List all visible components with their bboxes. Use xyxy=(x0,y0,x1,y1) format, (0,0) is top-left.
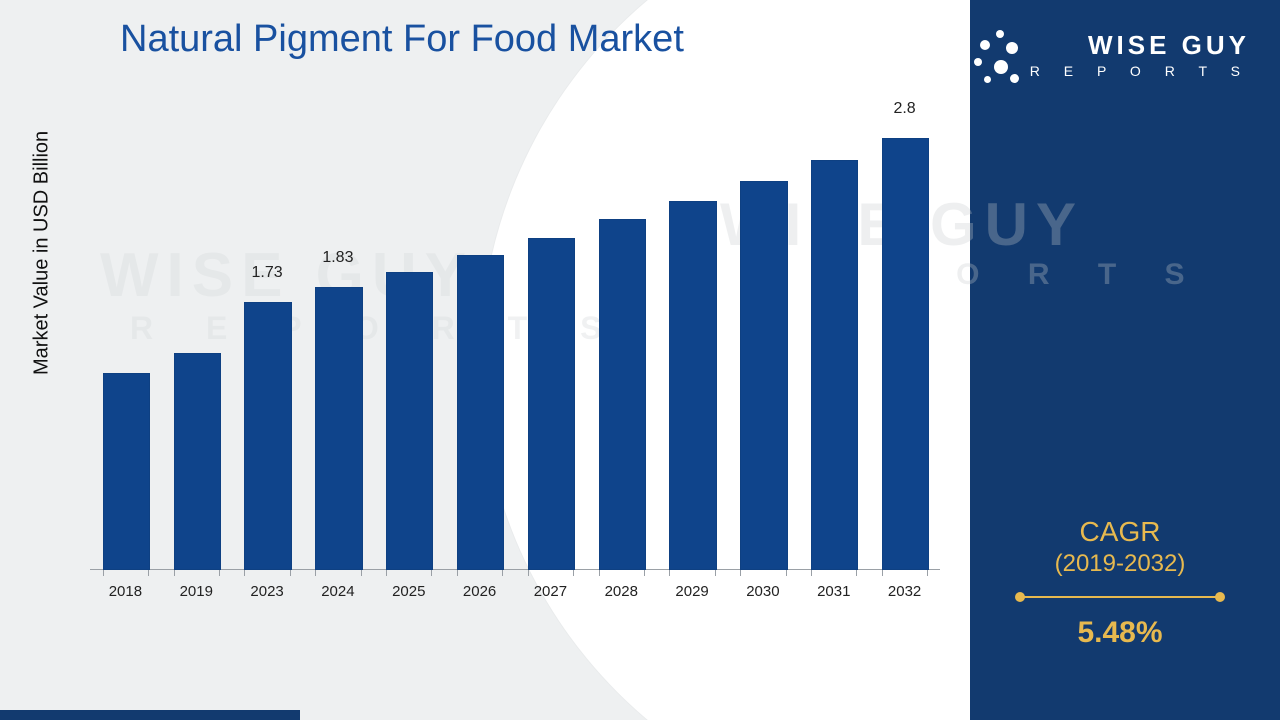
brand-logo-line1: WISE GUY xyxy=(1030,30,1250,61)
bar xyxy=(457,255,504,570)
market-value-chart: Market Value in USD Billion 201820192023… xyxy=(60,140,940,610)
y-axis-label: Market Value in USD Billion xyxy=(31,131,54,375)
x-tick-label: 2030 xyxy=(746,583,779,600)
bar xyxy=(244,302,291,570)
bar xyxy=(528,238,575,570)
x-tick-label: 2027 xyxy=(534,583,567,600)
accent-strip xyxy=(0,710,300,720)
page-title: Natural Pigment For Food Market xyxy=(120,18,684,61)
brand-logo: WISE GUY R E P O R T S xyxy=(1030,30,1250,79)
bar xyxy=(386,272,433,570)
bar xyxy=(740,181,787,570)
bar-value-label: 1.83 xyxy=(322,249,353,267)
bar xyxy=(669,201,716,570)
x-tick-label: 2032 xyxy=(888,583,921,600)
cagr-label: CAGR xyxy=(990,516,1250,548)
x-tick-label: 2025 xyxy=(392,583,425,600)
bar xyxy=(103,373,150,570)
x-tick-label: 2019 xyxy=(180,583,213,600)
bar xyxy=(599,219,646,570)
cagr-divider xyxy=(1020,596,1220,598)
bar xyxy=(882,138,929,570)
x-tick-label: 2031 xyxy=(817,583,850,600)
x-tick-label: 2026 xyxy=(463,583,496,600)
stage: Natural Pigment For Food Market WISE GUY… xyxy=(0,0,1280,720)
cagr-panel: CAGR (2019-2032) 5.48% xyxy=(990,516,1250,650)
bar-value-label: 1.73 xyxy=(252,264,283,282)
brand-head-icon xyxy=(966,24,1030,88)
cagr-period: (2019-2032) xyxy=(990,550,1250,578)
x-tick-label: 2028 xyxy=(605,583,638,600)
brand-logo-line2: R E P O R T S xyxy=(1030,63,1250,79)
x-tick-label: 2023 xyxy=(250,583,283,600)
bar xyxy=(811,160,858,571)
plot-area: 2018201920231.7320241.832025202620272028… xyxy=(90,140,940,570)
x-tick-label: 2024 xyxy=(321,583,354,600)
cagr-value: 5.48% xyxy=(990,616,1250,650)
bar-value-label: 2.8 xyxy=(893,100,915,118)
x-tick-label: 2018 xyxy=(109,583,142,600)
bar xyxy=(174,353,221,570)
bar xyxy=(315,287,362,570)
x-tick-label: 2029 xyxy=(675,583,708,600)
